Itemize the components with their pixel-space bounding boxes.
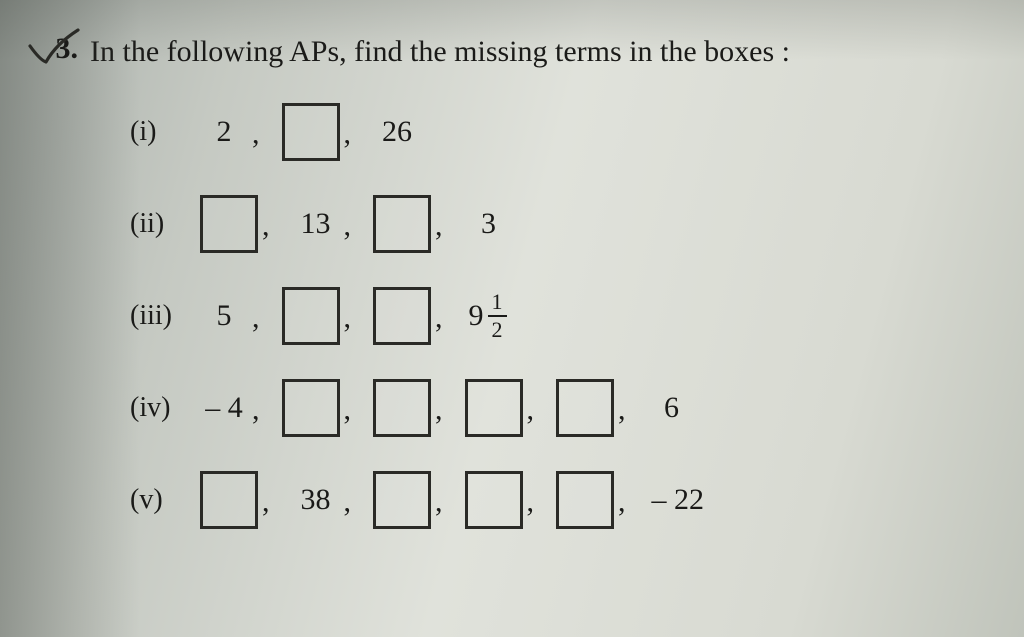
separator-comma: , — [262, 209, 270, 253]
subpart-label: (iii) — [130, 300, 200, 332]
blank-box[interactable] — [465, 379, 523, 437]
separator-comma: , — [435, 301, 443, 345]
blank-box[interactable] — [465, 471, 523, 529]
subpart-row: (i)2,, 26 — [130, 96, 984, 168]
sequence-term: 3 — [465, 207, 513, 241]
separator-comma: , — [252, 301, 260, 345]
separator-comma: , — [344, 393, 352, 437]
blank-box[interactable] — [200, 471, 258, 529]
sequence: ,13,,3 — [200, 195, 513, 253]
subpart-row: (ii),13,,3 — [130, 188, 984, 260]
subpart-row: (iv)– 4,,,,, 6 — [130, 372, 984, 444]
subpart-label: (iv) — [130, 392, 200, 424]
blank-box[interactable] — [282, 287, 340, 345]
separator-comma: , — [262, 485, 270, 529]
sequence-term: – 4 — [200, 391, 248, 425]
blank-box[interactable] — [373, 287, 431, 345]
separator-comma: , — [344, 117, 352, 161]
question-row: 3. In the following APs, find the missin… — [30, 32, 984, 70]
checkmark-icon — [26, 26, 80, 66]
mixed-fraction: 912 — [465, 291, 513, 341]
separator-comma: , — [344, 301, 352, 345]
sequence: ,38,,,,– 22 — [200, 471, 708, 529]
fraction-numerator: 1 — [488, 291, 507, 317]
subpart-row: (v),38,,,,– 22 — [130, 464, 984, 536]
separator-comma: , — [252, 393, 260, 437]
blank-box[interactable] — [373, 195, 431, 253]
sequence-term: 38 — [292, 483, 340, 517]
sequence: 5,,, 912 — [200, 287, 513, 345]
subpart-label: (v) — [130, 484, 200, 516]
separator-comma: , — [618, 485, 626, 529]
fraction-denominator: 2 — [488, 317, 507, 341]
separator-comma: , — [252, 117, 260, 161]
blank-box[interactable] — [200, 195, 258, 253]
subpart-label: (i) — [130, 116, 200, 148]
separator-comma: , — [344, 209, 352, 253]
sequence-term: 5 — [200, 299, 248, 333]
blank-box[interactable] — [556, 471, 614, 529]
separator-comma: , — [435, 393, 443, 437]
subpart-row: (iii)5,,, 912 — [130, 280, 984, 352]
subpart-label: (ii) — [130, 208, 200, 240]
fraction-stack: 12 — [488, 291, 507, 341]
question-number-wrap: 3. — [30, 32, 84, 66]
subparts-list: (i)2,,26(ii),13,,3(iii)5,,,912(iv)– 4,,,… — [130, 96, 984, 536]
separator-comma: , — [435, 209, 443, 253]
sequence: 2,, 26 — [200, 103, 421, 161]
separator-comma: , — [618, 393, 626, 437]
sequence-term: 6 — [648, 391, 696, 425]
blank-box[interactable] — [282, 379, 340, 437]
blank-box[interactable] — [282, 103, 340, 161]
sequence-term: 13 — [292, 207, 340, 241]
separator-comma: , — [527, 393, 535, 437]
sequence-term: – 22 — [648, 483, 709, 517]
sequence: – 4,,,,, 6 — [200, 379, 696, 437]
separator-comma: , — [344, 485, 352, 529]
sequence-term: 2 — [200, 115, 248, 149]
fraction-whole: 9 — [469, 299, 484, 333]
question-text: In the following APs, find the missing t… — [90, 32, 790, 70]
blank-box[interactable] — [373, 471, 431, 529]
sequence-term: 26 — [373, 115, 421, 149]
blank-box[interactable] — [373, 379, 431, 437]
blank-box[interactable] — [556, 379, 614, 437]
separator-comma: , — [435, 485, 443, 529]
separator-comma: , — [527, 485, 535, 529]
page-content: 3. In the following APs, find the missin… — [0, 0, 1024, 576]
